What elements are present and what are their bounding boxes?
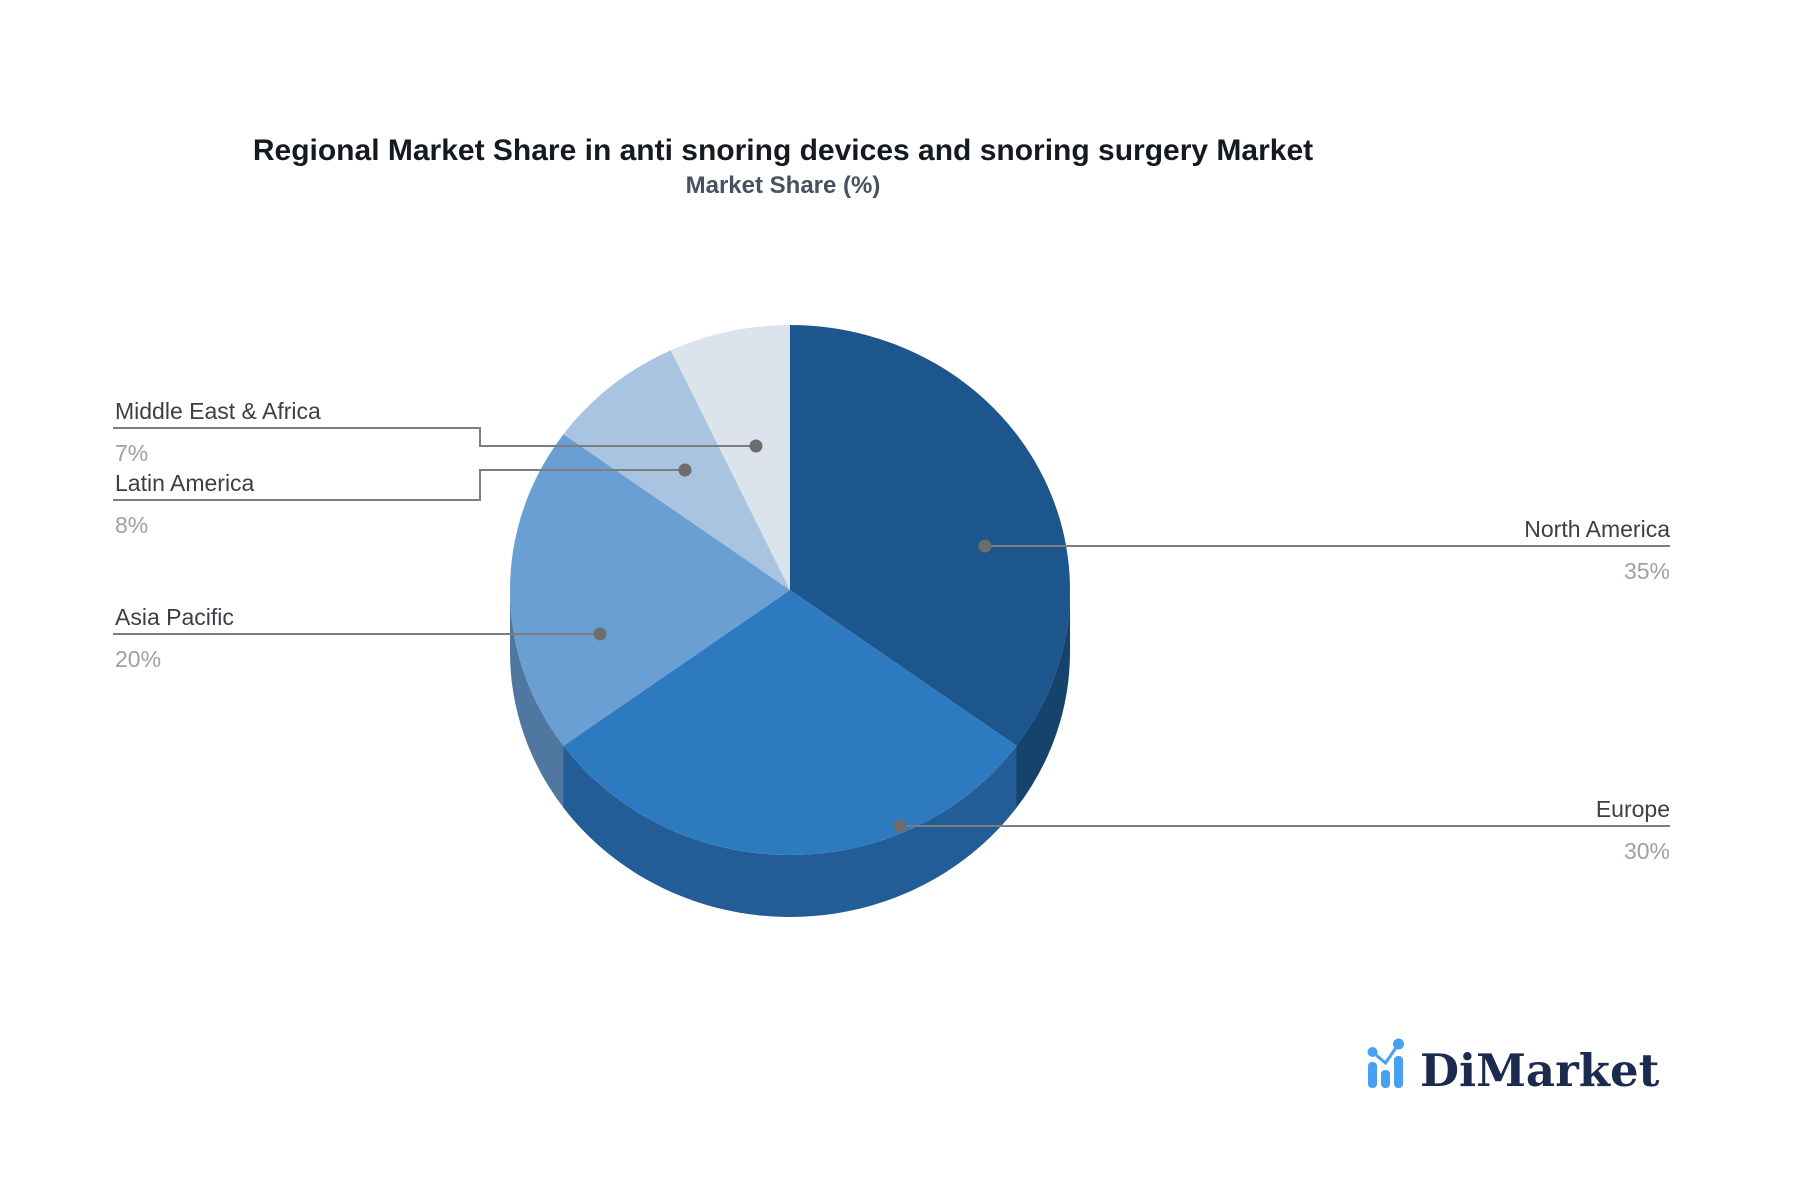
bar-chart-icon <box>1367 1038 1404 1088</box>
callout-line-middle-east-africa <box>113 427 756 447</box>
slice-label-asia-pacific: Asia Pacific <box>115 604 234 630</box>
callout-dot-north-america <box>978 539 992 553</box>
callout-line-latin-america <box>113 469 685 501</box>
logo-icon-dot-right <box>1393 1038 1404 1050</box>
callouts-group: North America 35% Europe 30% Asia Pacific 20%… <box>113 398 1670 864</box>
slice-value-middle-east-africa: 7% <box>115 440 148 466</box>
callout-dot-asia-pacific <box>593 627 607 641</box>
pie-slice-side-asia-pacific <box>510 590 564 808</box>
logo-icon-trend-line <box>1371 1043 1400 1066</box>
logo: DiMarket <box>1367 1038 1660 1097</box>
slice-value-north-america: 35% <box>1624 558 1670 584</box>
pie-slice-side-north-america <box>1016 590 1070 808</box>
slice-value-europe: 30% <box>1624 838 1670 864</box>
slice-label-europe: Europe <box>1596 796 1670 822</box>
callout-dot-europe <box>893 819 907 833</box>
chart-subtitle: Market Share (%) <box>686 172 881 199</box>
pie-slice-north-america[interactable] <box>790 324 1071 746</box>
callout-dot-latin-america <box>678 463 692 477</box>
logo-icon-bar-3 <box>1394 1056 1403 1088</box>
slice-label-middle-east-africa: Middle East & Africa <box>115 398 321 424</box>
pie-slice-side-europe <box>563 745 1017 918</box>
logo-icon-bar-2 <box>1381 1070 1390 1088</box>
slice-label-north-america: North America <box>1524 516 1670 542</box>
pie-slice-asia-pacific[interactable] <box>509 434 790 746</box>
pie-slice-middle-east-africa[interactable] <box>670 325 790 590</box>
pie-slice-europe[interactable] <box>563 590 1017 856</box>
logo-icon-dot-left <box>1367 1047 1378 1057</box>
pie-3d-side-group <box>510 590 1070 918</box>
pie-slices-group <box>509 324 1071 856</box>
callout-dot-middle-east-africa <box>749 439 763 453</box>
logo-icon-bar-1 <box>1368 1062 1377 1088</box>
slice-value-latin-america: 8% <box>115 512 148 538</box>
slice-value-asia-pacific: 20% <box>115 646 161 672</box>
chart-title: Regional Market Share in anti snoring de… <box>253 134 1313 167</box>
slice-label-latin-america: Latin America <box>115 470 255 496</box>
logo-text: DiMarket <box>1420 1044 1660 1097</box>
